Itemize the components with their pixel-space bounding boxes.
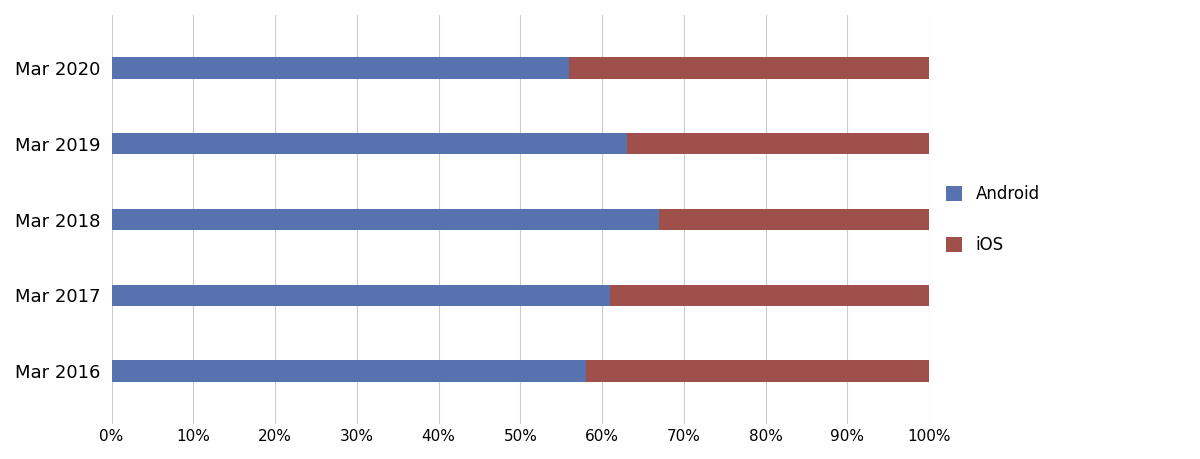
Bar [112,57,570,78]
Bar [660,209,929,230]
Legend: Android, iOS: Android, iOS [946,185,1040,254]
Bar [112,285,611,306]
Bar [112,360,586,382]
Bar [586,360,929,382]
Bar [112,133,626,154]
Bar [570,57,929,78]
Bar [112,209,660,230]
Bar [626,133,929,154]
Bar [611,285,929,306]
